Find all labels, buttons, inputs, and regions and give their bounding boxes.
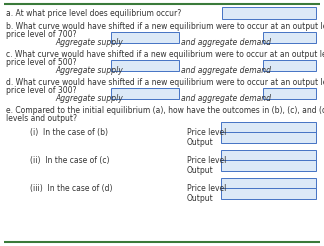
Text: b. What curve would have shifted if a new equilibrium were to occur at an output: b. What curve would have shifted if a ne…: [6, 22, 324, 31]
Text: Aggregate supply: Aggregate supply: [55, 38, 123, 47]
FancyBboxPatch shape: [221, 150, 316, 161]
Text: Aggregate supply: Aggregate supply: [55, 94, 123, 103]
Text: price level of 300?: price level of 300?: [6, 86, 76, 95]
Text: (iii)  In the case of (d): (iii) In the case of (d): [30, 184, 112, 193]
Text: Output: Output: [187, 166, 214, 175]
Text: Price level: Price level: [187, 128, 226, 137]
FancyBboxPatch shape: [111, 32, 179, 43]
Text: price level of 500?: price level of 500?: [6, 58, 76, 67]
Text: d. What curve would have shifted if a new equilibrium were to occur at an output: d. What curve would have shifted if a ne…: [6, 78, 324, 87]
Text: levels and output?: levels and output?: [6, 114, 77, 123]
FancyBboxPatch shape: [221, 160, 316, 171]
FancyBboxPatch shape: [263, 60, 316, 71]
FancyBboxPatch shape: [222, 7, 316, 19]
Text: Price level: Price level: [187, 156, 226, 165]
Text: and aggregate demand: and aggregate demand: [181, 66, 271, 75]
FancyBboxPatch shape: [221, 122, 316, 133]
Text: a. At what price level does equilibrium occur?: a. At what price level does equilibrium …: [6, 9, 181, 18]
Text: and aggregate demand: and aggregate demand: [181, 38, 271, 47]
FancyBboxPatch shape: [263, 32, 316, 43]
Text: e. Compared to the initial equilibrium (a), how have the outcomes in (b), (c), a: e. Compared to the initial equilibrium (…: [6, 106, 324, 115]
Text: Price level: Price level: [187, 184, 226, 193]
Text: Output: Output: [187, 138, 214, 147]
FancyBboxPatch shape: [111, 60, 179, 71]
FancyBboxPatch shape: [263, 88, 316, 99]
Text: (ii)  In the case of (c): (ii) In the case of (c): [30, 156, 110, 165]
FancyBboxPatch shape: [221, 178, 316, 189]
Text: Output: Output: [187, 194, 214, 203]
Text: Aggregate supply: Aggregate supply: [55, 66, 123, 75]
FancyBboxPatch shape: [221, 132, 316, 143]
Text: and aggregate demand: and aggregate demand: [181, 94, 271, 103]
Text: (i)  In the case of (b): (i) In the case of (b): [30, 128, 108, 137]
FancyBboxPatch shape: [111, 88, 179, 99]
Text: price level of 700?: price level of 700?: [6, 30, 76, 39]
FancyBboxPatch shape: [221, 188, 316, 199]
Text: c. What curve would have shifted if a new equilibrium were to occur at an output: c. What curve would have shifted if a ne…: [6, 50, 324, 59]
